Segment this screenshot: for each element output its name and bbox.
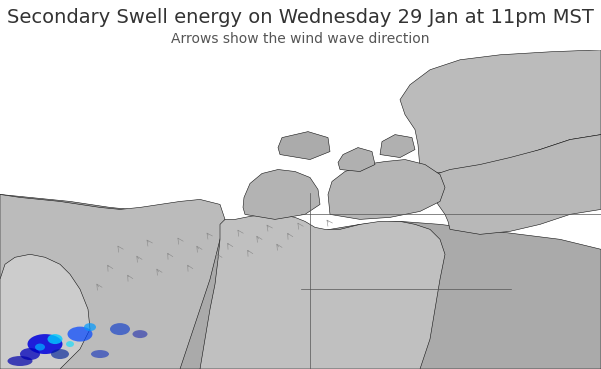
Polygon shape xyxy=(380,135,415,158)
Ellipse shape xyxy=(84,323,96,331)
Polygon shape xyxy=(0,254,90,369)
Polygon shape xyxy=(430,135,601,234)
Ellipse shape xyxy=(47,334,63,344)
Polygon shape xyxy=(0,194,225,369)
Ellipse shape xyxy=(66,341,74,347)
Polygon shape xyxy=(200,214,445,369)
Polygon shape xyxy=(0,194,601,369)
Polygon shape xyxy=(243,169,320,220)
Text: Arrows show the wind wave direction: Arrows show the wind wave direction xyxy=(171,32,430,46)
Ellipse shape xyxy=(28,334,63,354)
Ellipse shape xyxy=(91,350,109,358)
Ellipse shape xyxy=(67,327,93,342)
Ellipse shape xyxy=(132,330,147,338)
Text: Secondary Swell energy on Wednesday 29 Jan at 11pm MST: Secondary Swell energy on Wednesday 29 J… xyxy=(7,8,594,27)
Polygon shape xyxy=(328,159,445,220)
Ellipse shape xyxy=(110,323,130,335)
Ellipse shape xyxy=(35,344,45,351)
Polygon shape xyxy=(278,132,330,159)
Ellipse shape xyxy=(20,348,40,360)
Polygon shape xyxy=(338,148,375,172)
Ellipse shape xyxy=(7,356,32,366)
Ellipse shape xyxy=(51,349,69,359)
Polygon shape xyxy=(400,50,601,175)
